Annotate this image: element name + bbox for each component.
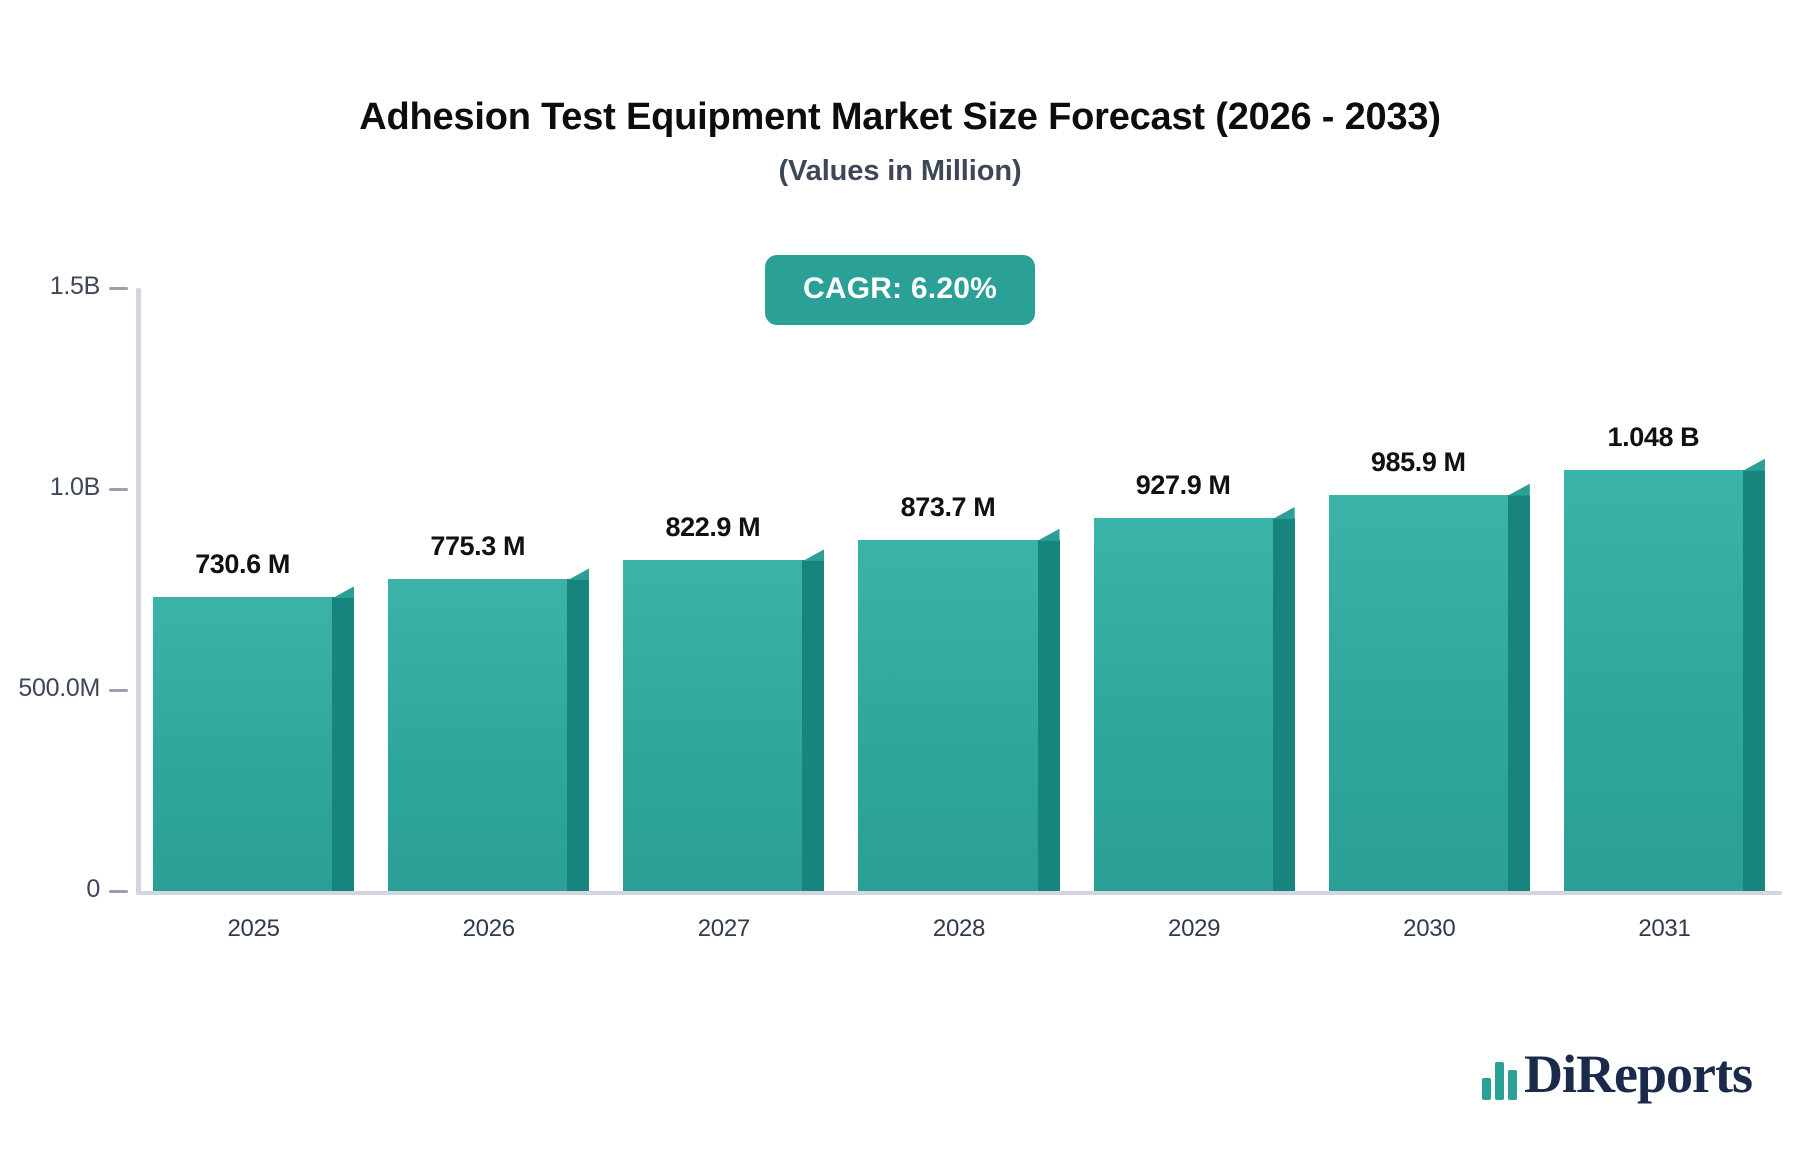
chart-subtitle: (Values in Million) xyxy=(778,154,1022,187)
x-axis-line xyxy=(136,891,1782,895)
y-axis-tick-label: 1.5B xyxy=(49,272,101,300)
x-axis-label: 2027 xyxy=(697,915,751,942)
bar-top-bevel xyxy=(1507,483,1530,496)
bar[interactable]: 873.7 M xyxy=(858,492,1060,891)
y-axis-tick-dash xyxy=(109,287,128,290)
bar-value-label: 985.9 M xyxy=(1370,446,1466,477)
bar-slot: 775.3 M xyxy=(388,288,590,891)
bar-value-label: 775.3 M xyxy=(430,531,526,562)
bar-face xyxy=(1328,494,1508,891)
bar[interactable]: 927.9 M xyxy=(1093,470,1295,891)
y-axis-tick-dash xyxy=(109,890,128,893)
bar-value-label: 1.048 B xyxy=(1607,421,1700,452)
bar-side-shade xyxy=(567,579,590,891)
bar-slot: 985.9 M xyxy=(1328,288,1530,891)
bar-value-label: 822.9 M xyxy=(665,512,761,543)
bar-side-shade xyxy=(1272,517,1295,891)
bar-chart-icon xyxy=(1482,1058,1518,1100)
bar-slot: 927.9 M xyxy=(1093,288,1295,891)
y-axis-tick-dash xyxy=(109,689,128,692)
bar-face xyxy=(388,579,568,891)
bar-face xyxy=(858,539,1038,891)
bar[interactable]: 730.6 M xyxy=(153,549,355,891)
y-axis-tick-label: 1.0B xyxy=(49,473,101,501)
bar[interactable]: 775.3 M xyxy=(388,531,590,891)
bar-slot: 822.9 M xyxy=(623,288,825,891)
bar-slot: 873.7 M xyxy=(858,288,1060,891)
bar-value-label: 873.7 M xyxy=(900,491,996,522)
bar-side-shade xyxy=(802,560,825,891)
y-axis-tick-dash xyxy=(109,488,128,491)
bar-side-shade xyxy=(332,597,355,891)
bar[interactable]: 1.048 B xyxy=(1563,422,1765,891)
bar[interactable]: 822.9 M xyxy=(623,512,825,891)
bar[interactable]: 985.9 M xyxy=(1328,447,1530,891)
bar-slot: 730.6 M xyxy=(153,288,355,891)
y-axis-tick-label: 500.0M xyxy=(18,674,100,702)
logo-text: DiReports xyxy=(1524,1044,1753,1105)
bar-face xyxy=(1563,469,1743,891)
x-axis-label: 2026 xyxy=(462,915,516,942)
bar-value-label: 927.9 M xyxy=(1135,469,1231,500)
y-axis-tick-label: 0 xyxy=(86,875,100,903)
bar-top-bevel xyxy=(1037,528,1060,541)
x-axis-label: 2028 xyxy=(932,915,986,942)
bar-side-shade xyxy=(1037,539,1060,891)
bar-top-bevel xyxy=(802,549,825,562)
bar-side-shade xyxy=(1742,469,1765,891)
x-axis-label: 2025 xyxy=(227,915,280,942)
bar-value-label: 730.6 M xyxy=(195,549,290,580)
bar-side-shade xyxy=(1507,494,1530,891)
x-axis-label: 2031 xyxy=(1638,915,1691,942)
bar-face xyxy=(623,560,803,891)
bar-series: 730.6 M 775.3 M 822.9 M 873.7 M 927.9 M 985.9… xyxy=(136,288,1782,891)
logo: DiReports xyxy=(1482,1044,1753,1105)
x-axis-label: 2030 xyxy=(1403,915,1456,942)
y-axis-line xyxy=(136,288,141,894)
bar-top-bevel xyxy=(1742,458,1765,471)
bar-face xyxy=(153,597,333,891)
bar-top-bevel xyxy=(1272,506,1295,519)
bar-face xyxy=(1093,517,1273,891)
x-axis-label: 2029 xyxy=(1168,915,1221,942)
page-title: Adhesion Test Equipment Market Size Fore… xyxy=(359,96,1441,138)
bar-top-bevel xyxy=(567,568,590,581)
bar-slot: 1.048 B xyxy=(1563,288,1765,891)
cagr-badge: CAGR: 6.20% xyxy=(765,255,1035,325)
bar-top-bevel xyxy=(332,586,355,599)
chart-header: Adhesion Test Equipment Market Size Fore… xyxy=(0,96,1800,188)
